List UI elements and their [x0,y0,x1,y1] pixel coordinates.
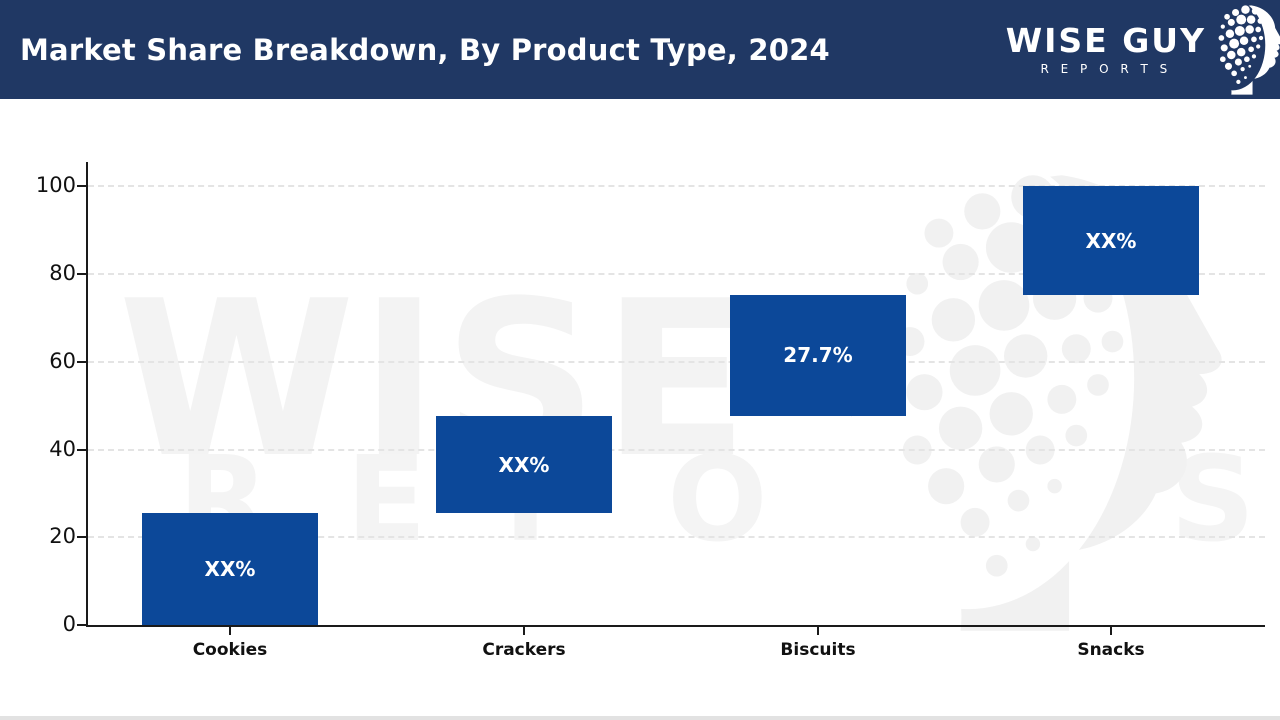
y-tick-label: 0 [62,612,76,636]
x-tick-label: Crackers [482,640,566,660]
logo-text: WISE GUY R E P O R T S [1006,24,1206,76]
gridline [88,536,1265,539]
gridline [88,360,1265,363]
wiseguy-logo: WISE GUY R E P O R T S [1006,0,1280,99]
y-tick-label: 100 [35,173,76,198]
header-bar: Market Share Breakdown, By Product Type,… [0,0,1280,99]
bar-value-label: XX% [204,557,256,582]
bar: XX% [142,513,318,625]
x-tick-label: Biscuits [780,640,856,660]
logo-subtitle: R E P O R T S [1040,61,1172,76]
bar: 27.7% [730,294,906,417]
y-tick-mark [77,273,87,276]
bar-value-label: XX% [498,452,550,477]
y-tick-label: 40 [49,436,76,461]
logo-wordmark: WISE GUY [1005,20,1206,60]
bottom-border [0,716,1280,720]
bar-value-label: XX% [1085,228,1137,253]
x-tick-label: Cookies [192,640,268,660]
gridline [88,185,1265,188]
chart-title: Market Share Breakdown, By Product Type,… [20,32,830,67]
x-tick-mark [523,627,525,635]
y-tick-label: 60 [49,348,76,373]
bar-value-label: 27.7% [783,343,853,368]
y-tick-mark [77,185,87,188]
y-axis-line [86,162,88,627]
x-tick-mark [229,627,231,635]
bar: XX% [436,416,612,514]
logo-face-icon [1210,3,1280,95]
gridline [88,273,1265,276]
y-tick-mark [77,624,87,626]
y-tick-mark [77,360,87,363]
x-tick-label: Snacks [1077,640,1145,660]
x-axis-line [86,625,1265,627]
y-tick-label: 20 [49,524,76,549]
x-tick-mark [1110,627,1112,635]
y-tick-mark [77,536,87,539]
y-tick-mark [77,448,87,451]
gridline [88,448,1265,451]
bar: XX% [1023,186,1199,295]
x-tick-mark [817,627,819,635]
y-tick-label: 80 [49,261,76,286]
